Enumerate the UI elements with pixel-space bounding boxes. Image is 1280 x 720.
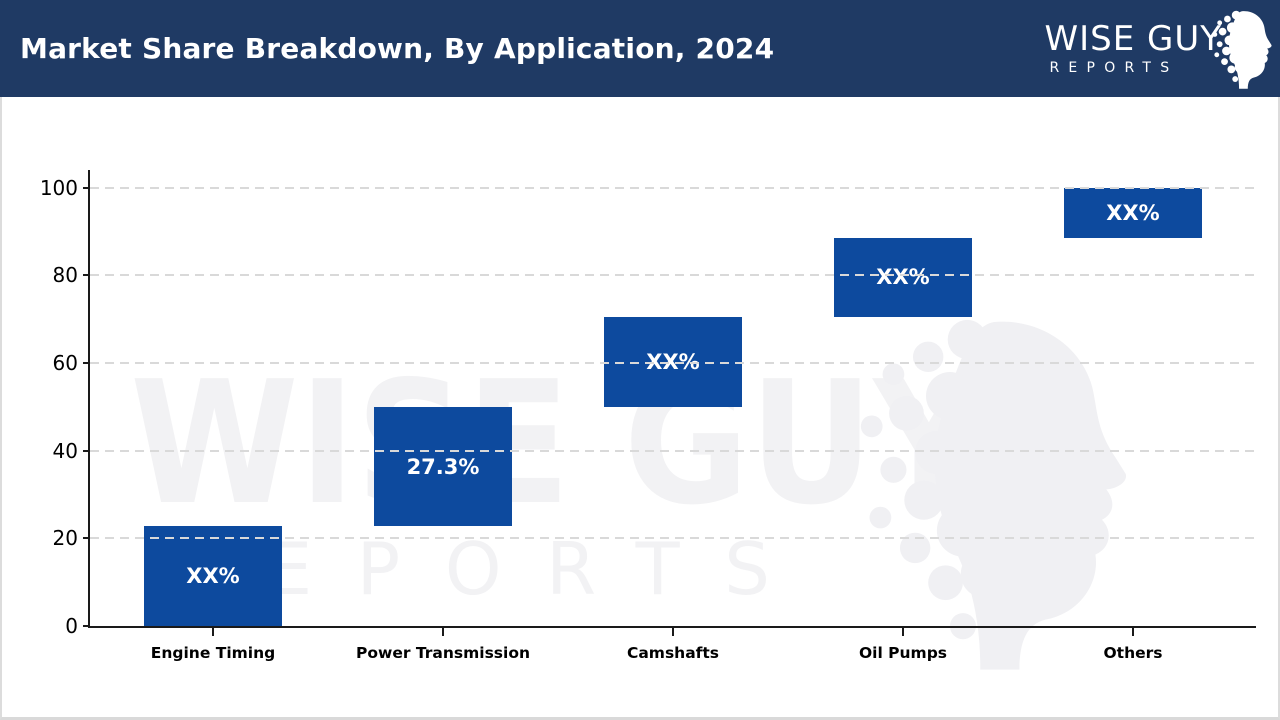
y-tick-mark: [83, 274, 90, 277]
y-tick-mark: [83, 537, 90, 540]
x-tick-label: Oil Pumps: [858, 644, 948, 662]
bar-label: XX%: [186, 564, 240, 589]
y-tick-label: 20: [52, 526, 78, 551]
x-tick-mark: [902, 628, 904, 636]
y-tick-label: 100: [39, 175, 78, 200]
x-tick-mark: [442, 628, 444, 636]
watermark-text-line1: WISE GUY: [130, 345, 985, 543]
header-bar: Market Share Breakdown, By Application, …: [0, 0, 1280, 97]
y-tick-mark: [83, 625, 90, 627]
chart-title: Market Share Breakdown, By Application, …: [20, 32, 775, 65]
x-axis-line: [88, 626, 1256, 628]
x-tick-label: Power Transmission: [355, 644, 531, 662]
brand-logo-text: WISE GUY REPORTS: [1044, 22, 1222, 75]
plot-region: 0 20 40 60 80 100 XX% Engine Timing 27.3% Power T…: [2, 97, 1278, 717]
bar-label: 27.3%: [406, 454, 480, 479]
y-axis-line: [88, 170, 90, 628]
bar-2: 27.3%: [374, 406, 512, 527]
bar-label: XX%: [876, 265, 930, 290]
x-tick-mark: [1132, 628, 1134, 636]
bar-4: XX%: [834, 237, 972, 317]
y-tick-mark: [83, 361, 90, 364]
x-tick-label: Others: [1103, 644, 1163, 662]
y-tick-mark: [83, 186, 90, 189]
y-tick-label: 40: [52, 438, 78, 463]
gridline: [90, 361, 1256, 364]
chart-area: WISE GUY REPORTS 0 20 40 60 80 100 XX% Engine T…: [0, 97, 1280, 720]
gridline: [90, 537, 1256, 540]
x-tick-label: Camshafts: [626, 644, 720, 662]
brand-name: WISE GUY: [1044, 19, 1222, 59]
brand-face-icon: [1212, 10, 1272, 89]
x-tick-mark: [672, 628, 674, 636]
brand-logo: WISE GUY REPORTS: [1044, 7, 1272, 91]
y-tick-label: 60: [52, 350, 78, 375]
y-tick-label: 80: [52, 263, 78, 288]
bar-1: XX%: [144, 526, 282, 626]
y-tick-label: 0: [65, 614, 78, 638]
x-tick-mark: [212, 628, 214, 636]
gridline: [90, 186, 1256, 189]
gridline: [90, 449, 1256, 452]
x-tick-label: Engine Timing: [150, 644, 276, 662]
y-tick-mark: [83, 449, 90, 452]
brand-subtitle: REPORTS: [1049, 60, 1179, 76]
bar-label: XX%: [1106, 200, 1160, 225]
bar-3: XX%: [604, 316, 742, 407]
bar-5: XX%: [1064, 187, 1202, 238]
gridline: [90, 274, 1256, 277]
bar-label: XX%: [646, 349, 700, 374]
